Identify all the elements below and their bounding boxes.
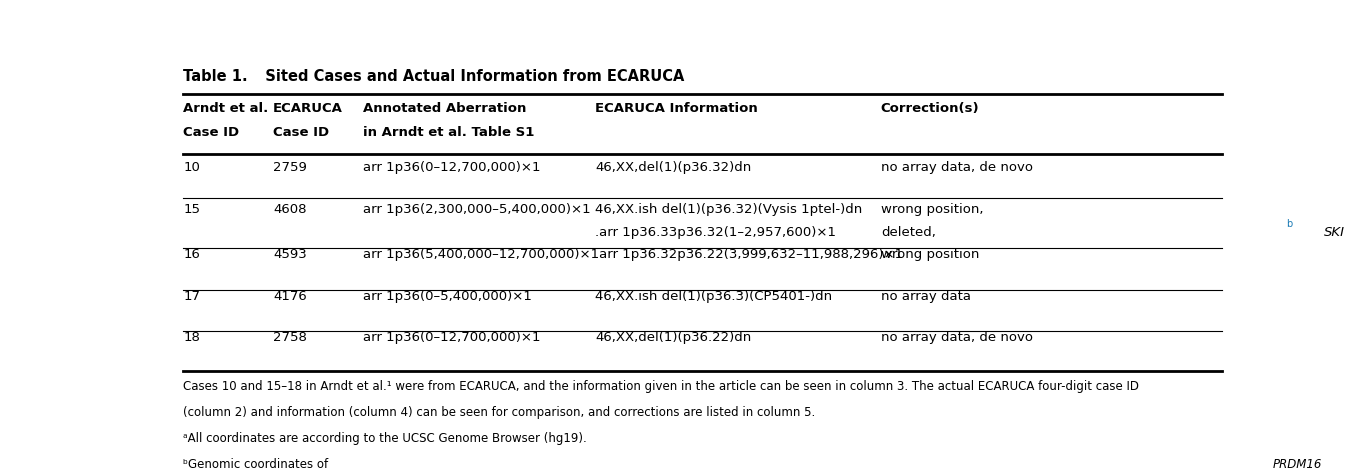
Text: no array data: no array data	[881, 290, 971, 303]
Text: wrong position,: wrong position,	[881, 203, 988, 216]
Text: 10: 10	[183, 161, 201, 174]
Text: deleted,: deleted,	[881, 226, 936, 239]
Text: Correction(s): Correction(s)	[881, 102, 979, 115]
Text: no array data, de novo: no array data, de novo	[881, 161, 1033, 174]
Text: wrong position: wrong position	[881, 248, 979, 261]
Text: PRDM16: PRDM16	[1273, 458, 1322, 470]
Text: arr 1p36(0–5,400,000)×1: arr 1p36(0–5,400,000)×1	[363, 290, 532, 303]
Text: SKI: SKI	[1323, 226, 1345, 239]
Text: .arr 1p36.32p36.22(3,999,632–11,988,296)×1: .arr 1p36.32p36.22(3,999,632–11,988,296)…	[596, 248, 903, 261]
Text: 2759: 2759	[273, 161, 307, 174]
Text: 4608: 4608	[273, 203, 307, 216]
Text: Table 1.: Table 1.	[183, 69, 248, 84]
Text: 15: 15	[183, 203, 201, 216]
Text: arr 1p36(2,300,000–5,400,000)×1: arr 1p36(2,300,000–5,400,000)×1	[363, 203, 591, 216]
Text: Cases 10 and 15–18 in Arndt et al.¹ were from ECARUCA, and the information given: Cases 10 and 15–18 in Arndt et al.¹ were…	[183, 380, 1139, 393]
Text: 46,XX,del(1)(p36.22)dn: 46,XX,del(1)(p36.22)dn	[596, 331, 752, 345]
Text: 18: 18	[183, 331, 201, 345]
Text: no array data, de novo: no array data, de novo	[881, 331, 1033, 345]
Text: in Arndt et al. Table S1: in Arndt et al. Table S1	[363, 126, 535, 139]
Text: arr 1p36(5,400,000–12,700,000)×1: arr 1p36(5,400,000–12,700,000)×1	[363, 248, 599, 261]
Text: 2758: 2758	[273, 331, 307, 345]
Text: ᵇGenomic coordinates of: ᵇGenomic coordinates of	[183, 458, 331, 470]
Text: .arr 1p36.33p36.32(1–2,957,600)×1: .arr 1p36.33p36.32(1–2,957,600)×1	[596, 226, 836, 239]
Text: 16: 16	[183, 248, 201, 261]
Text: arr 1p36(0–12,700,000)×1: arr 1p36(0–12,700,000)×1	[363, 331, 540, 345]
Text: b: b	[1286, 219, 1293, 228]
Text: ECARUCA Information: ECARUCA Information	[596, 102, 758, 115]
Text: Arndt et al.: Arndt et al.	[183, 102, 269, 115]
Text: 46,XX,del(1)(p36.32)dn: 46,XX,del(1)(p36.32)dn	[596, 161, 752, 174]
Text: 4176: 4176	[273, 290, 307, 303]
Text: ᵃAll coordinates are according to the UCSC Genome Browser (hg19).: ᵃAll coordinates are according to the UC…	[183, 432, 587, 446]
Text: arr 1p36(0–12,700,000)×1: arr 1p36(0–12,700,000)×1	[363, 161, 540, 174]
Text: 4593: 4593	[273, 248, 307, 261]
Text: Case ID: Case ID	[183, 126, 239, 139]
Text: Case ID: Case ID	[273, 126, 329, 139]
Text: Annotated Aberration: Annotated Aberration	[363, 102, 527, 115]
Text: Sited Cases and Actual Information from ECARUCA: Sited Cases and Actual Information from …	[250, 69, 685, 84]
Text: 46,XX.ish del(1)(p36.32)(Vysis 1ptel-)dn: 46,XX.ish del(1)(p36.32)(Vysis 1ptel-)dn	[596, 203, 862, 216]
Text: 46,XX.ish del(1)(p36.3)(CP5401-)dn: 46,XX.ish del(1)(p36.3)(CP5401-)dn	[596, 290, 832, 303]
Text: in Arndt et al. Table S1: in Arndt et al. Table S1	[363, 126, 535, 139]
Text: ECARUCA: ECARUCA	[273, 102, 342, 115]
Text: (column 2) and information (column 4) can be seen for comparison, and correction: (column 2) and information (column 4) ca…	[183, 407, 816, 419]
Text: 17: 17	[183, 290, 201, 303]
